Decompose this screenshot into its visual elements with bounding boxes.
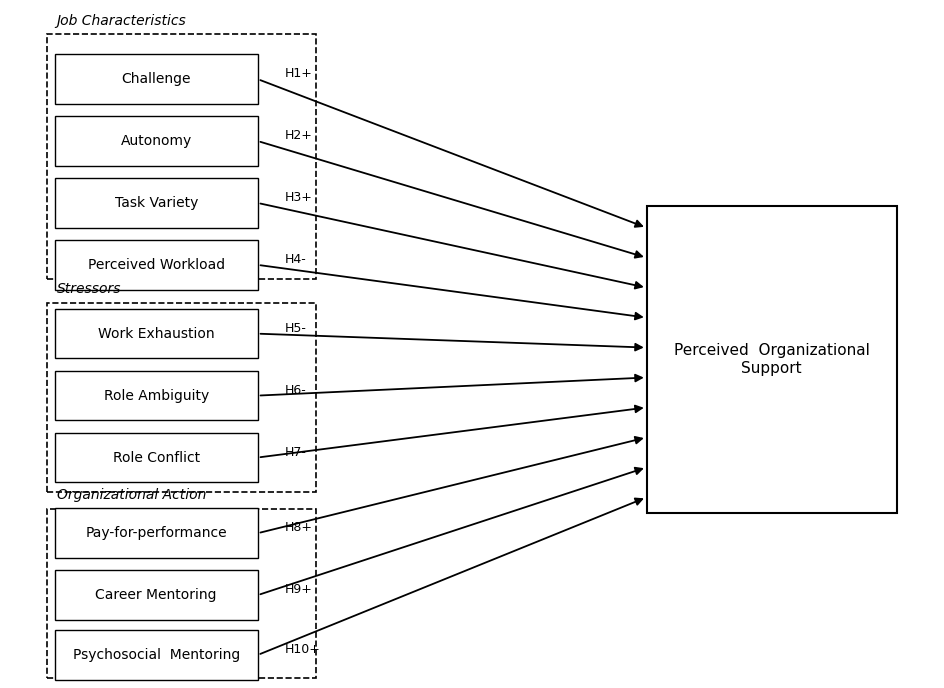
Bar (55, 630, 258, 680)
Text: Role Conflict: Role Conflict (112, 451, 200, 464)
Text: H8+: H8+ (285, 522, 313, 534)
Bar (55, 508, 258, 558)
Text: Perceived Workload: Perceived Workload (88, 258, 225, 272)
Bar (55, 178, 258, 228)
Text: Stressors: Stressors (57, 282, 121, 296)
Text: H5-: H5- (285, 322, 307, 334)
Bar (55, 240, 258, 290)
Text: Organizational Action: Organizational Action (57, 488, 206, 502)
Text: Autonomy: Autonomy (121, 134, 192, 148)
Text: H2+: H2+ (285, 129, 313, 142)
Text: Psychosocial  Mentoring: Psychosocial Mentoring (73, 648, 240, 662)
Bar (55, 570, 258, 620)
Bar (55, 54, 258, 104)
Bar (55, 116, 258, 166)
Text: H3+: H3+ (285, 191, 313, 204)
Bar (55, 371, 258, 420)
Text: Pay-for-performance: Pay-for-performance (85, 526, 228, 540)
Text: Role Ambiguity: Role Ambiguity (104, 389, 209, 402)
Text: Perceived  Organizational
Support: Perceived Organizational Support (674, 343, 869, 376)
Text: H6-: H6- (285, 384, 307, 396)
Bar (47, 509, 316, 678)
Bar (55, 309, 258, 358)
Text: H10+: H10+ (285, 643, 321, 656)
Text: H7-: H7- (285, 446, 307, 458)
Text: H1+: H1+ (285, 67, 313, 80)
Bar (47, 303, 316, 492)
Bar (647, 206, 897, 513)
Text: Career Mentoring: Career Mentoring (95, 588, 217, 602)
Text: H4-: H4- (285, 253, 307, 266)
Bar (47, 34, 316, 279)
Bar (55, 433, 258, 482)
Text: Task Variety: Task Variety (114, 196, 198, 210)
Text: H9+: H9+ (285, 583, 313, 596)
Text: Challenge: Challenge (122, 72, 191, 86)
Text: Work Exhaustion: Work Exhaustion (98, 327, 214, 341)
Text: Job Characteristics: Job Characteristics (57, 14, 186, 28)
